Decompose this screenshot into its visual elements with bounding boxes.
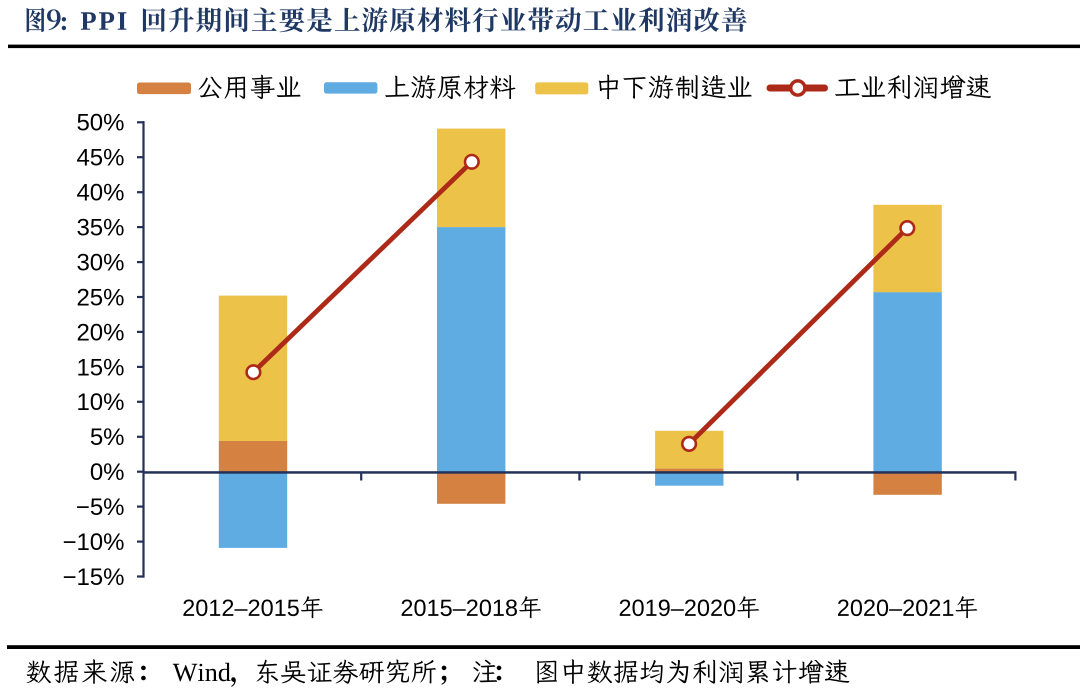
svg-text:−10%: −10% <box>62 529 124 556</box>
svg-text:25%: 25% <box>76 284 124 311</box>
svg-text:−15%: −15% <box>62 564 124 591</box>
svg-text:20%: 20% <box>76 319 124 346</box>
svg-text:40%: 40% <box>76 180 124 207</box>
svg-text:0%: 0% <box>90 459 125 486</box>
svg-text:30%: 30% <box>76 250 124 277</box>
svg-text:35%: 35% <box>76 215 124 242</box>
svg-text:5%: 5% <box>90 424 125 451</box>
svg-text:10%: 10% <box>76 389 124 416</box>
svg-text:50%: 50% <box>76 110 124 137</box>
svg-text:−5%: −5% <box>76 494 125 521</box>
svg-text:45%: 45% <box>76 145 124 172</box>
svg-text:15%: 15% <box>76 354 124 381</box>
